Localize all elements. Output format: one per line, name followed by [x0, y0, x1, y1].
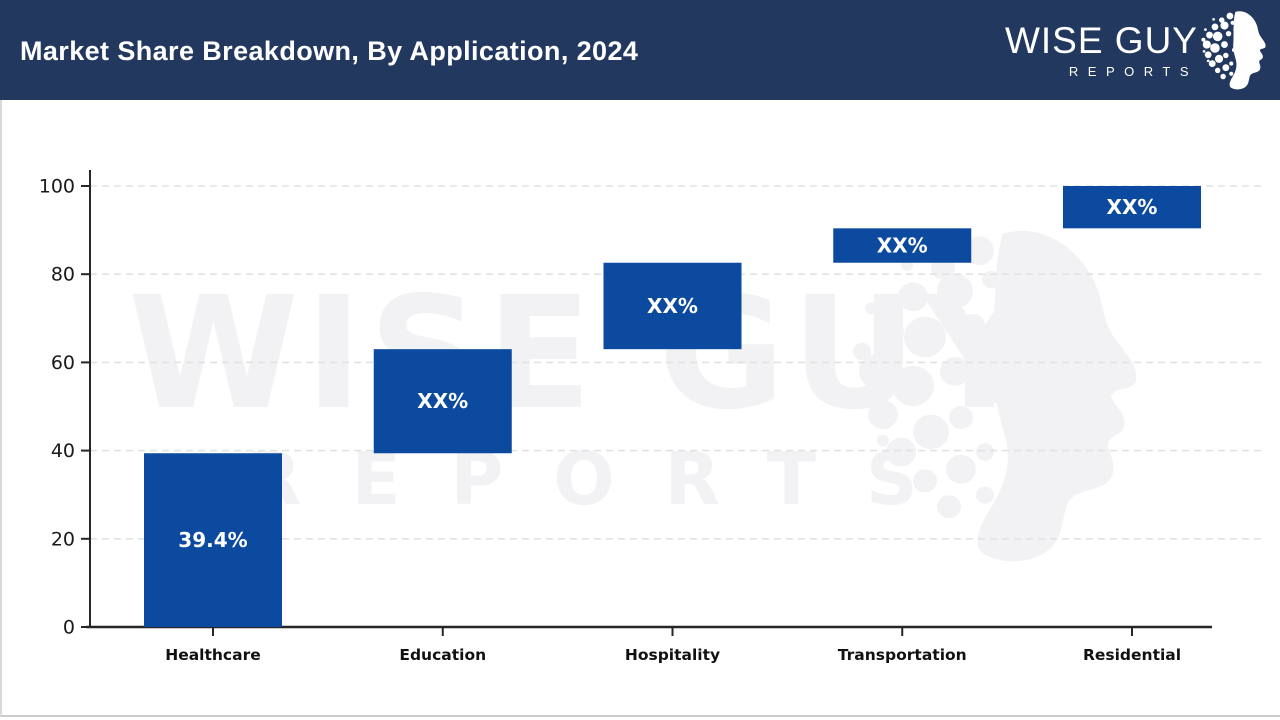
header-bar: Market Share Breakdown, By Application, …	[0, 0, 1280, 100]
x-tick-label-transportation: Transportation	[838, 646, 967, 664]
bar-healthcare	[144, 453, 282, 627]
bar-education	[373, 349, 512, 454]
y-tick-label-100: 100	[39, 176, 75, 198]
bar-value-label-education: XX%	[417, 389, 468, 413]
bar-value-label-transportation: XX%	[877, 234, 928, 258]
bar-value-label-hospitality: XX%	[647, 294, 698, 318]
watermark-subtitle: REPORTS	[246, 437, 968, 521]
watermark: WISE GUY REPORTS	[128, 276, 1041, 515]
logo-text: WISE GUY REPORTS	[1005, 22, 1198, 78]
bar-hospitality	[603, 262, 742, 350]
y-tick-label-20: 20	[51, 528, 75, 550]
y-tick-label-80: 80	[51, 264, 75, 286]
logo-subtitle: REPORTS	[1068, 64, 1198, 79]
x-tick-label-hospitality: Hospitality	[625, 646, 720, 664]
logo-head-icon	[1200, 9, 1268, 91]
logo-wordmark: WISE GUY	[1004, 20, 1198, 61]
y-tick-label-40: 40	[51, 440, 75, 462]
bar-value-label-residential: XX%	[1107, 195, 1158, 219]
x-tick-label-education: Education	[399, 646, 486, 664]
x-tick-label-residential: Residential	[1083, 646, 1181, 664]
bar-residential	[1063, 186, 1201, 229]
bar-chart: 0 20 40 60 80 100 Healthcare Education Hospitali…	[39, 170, 1265, 664]
bar-value-label-healthcare: 39.4%	[178, 528, 247, 552]
x-tick-label-healthcare: Healthcare	[165, 646, 261, 664]
y-tick-label-60: 60	[51, 352, 75, 374]
bar-transportation	[833, 228, 972, 263]
wise-guy-logo: WISE GUY REPORTS	[1005, 6, 1268, 94]
chart-area: WISE GUY REPORTS 0 20 40 60 80 100 Healthcare E…	[0, 100, 1280, 717]
y-tick-label-0: 0	[63, 617, 75, 639]
page-title: Market Share Breakdown, By Application, …	[20, 36, 639, 66]
